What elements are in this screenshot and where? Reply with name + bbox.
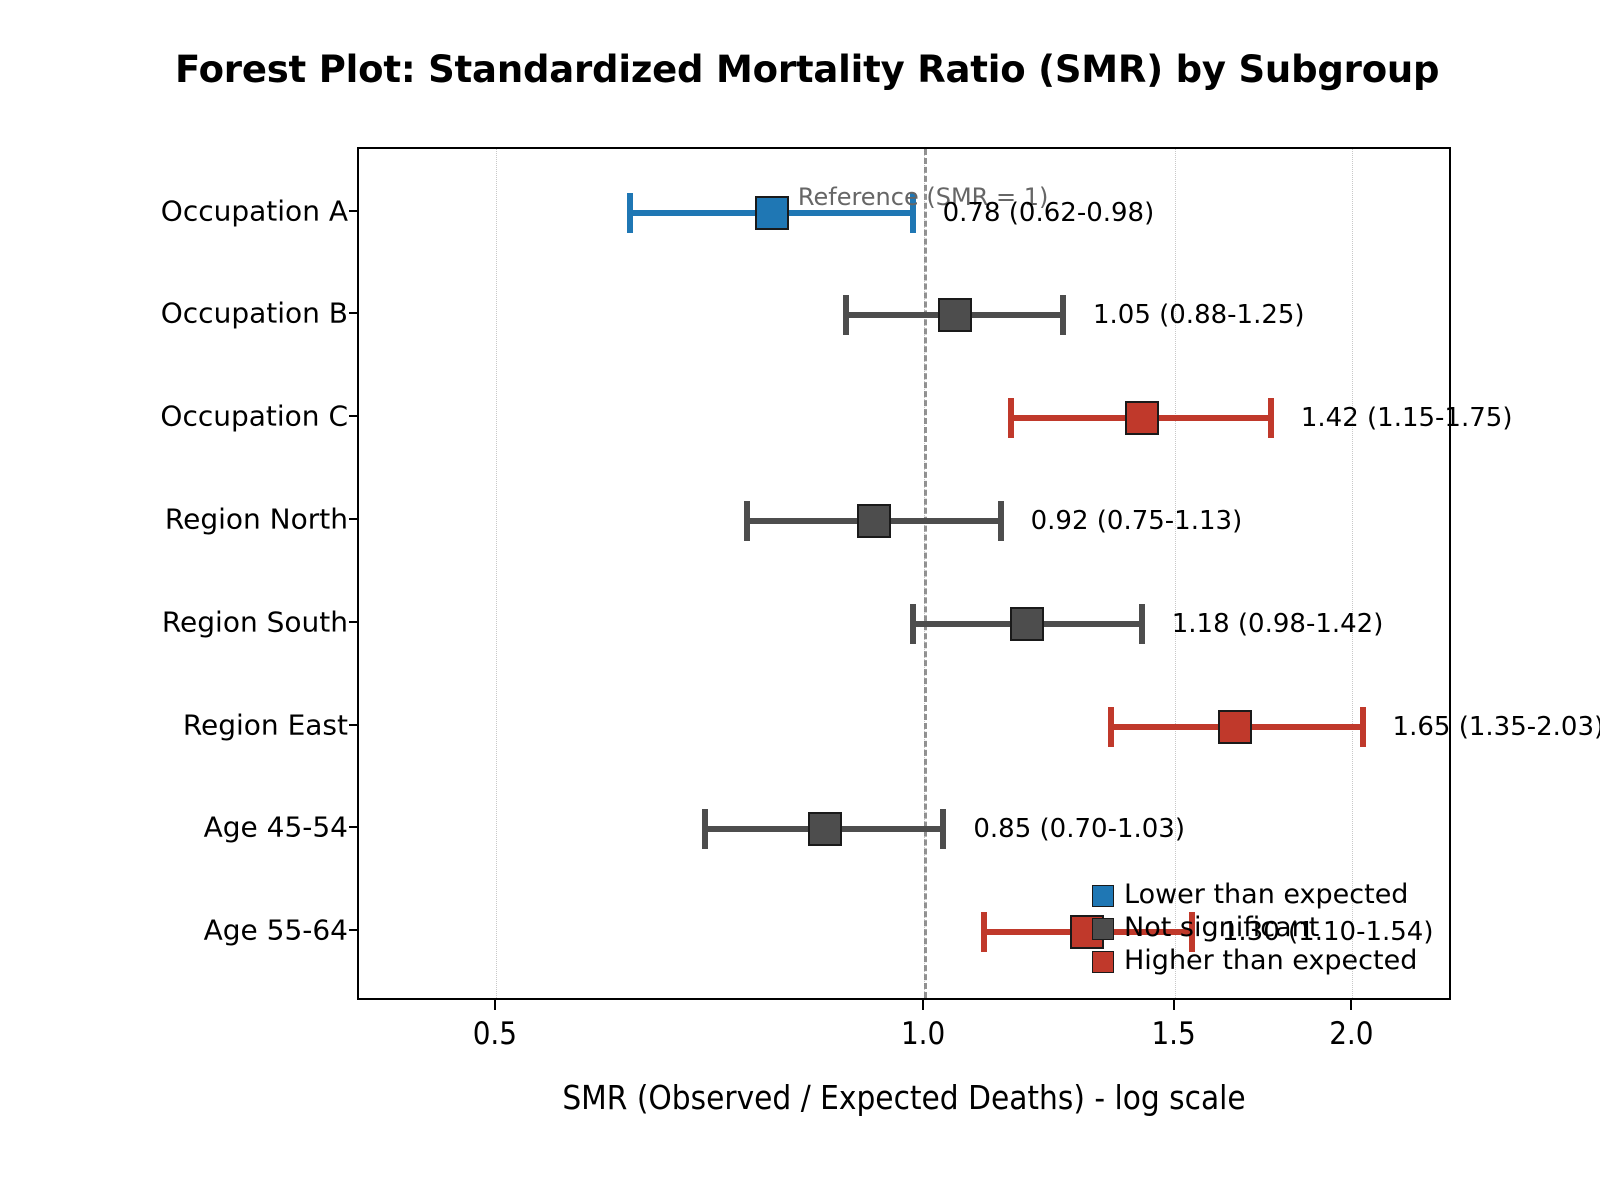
value-label: 0.78 (0.62-0.98) xyxy=(942,197,1155,228)
value-label: 1.05 (0.88-1.25) xyxy=(1092,300,1305,331)
y-tick-label: Occupation A xyxy=(160,194,348,228)
plot-inner xyxy=(359,149,1449,998)
y-tick-label: Age 55-64 xyxy=(203,913,348,947)
value-label: 0.85 (0.70-1.03) xyxy=(973,814,1185,845)
ci-cap-upper xyxy=(997,501,1004,542)
ci-cap-lower xyxy=(1008,398,1015,439)
point-marker xyxy=(938,298,973,333)
x-tick-mark xyxy=(1172,1000,1175,1010)
reference-annotation: Reference (SMR = 1) xyxy=(797,183,1049,211)
y-tick-mark xyxy=(349,826,358,829)
legend-swatch-icon xyxy=(1092,951,1114,973)
value-label: 1.18 (0.98-1.42) xyxy=(1171,608,1384,639)
ci-cap-upper xyxy=(1138,603,1145,644)
y-tick-label: Occupation B xyxy=(160,296,348,330)
y-tick-mark xyxy=(349,209,358,212)
ci-cap-lower xyxy=(1107,706,1114,747)
value-label: 1.30 (1.10-1.54) xyxy=(1221,917,1434,948)
ci-cap-upper xyxy=(1059,295,1066,336)
legend-swatch-icon xyxy=(1092,918,1114,940)
point-marker xyxy=(1217,709,1252,744)
ci-cap-lower xyxy=(744,501,751,542)
y-tick-label: Region South xyxy=(161,605,348,639)
y-tick-label: Region East xyxy=(182,708,348,742)
y-tick-mark xyxy=(349,312,358,315)
legend-label: Not significant xyxy=(1124,912,1320,943)
y-tick-mark xyxy=(349,518,358,521)
ci-cap-upper xyxy=(1359,706,1366,747)
x-tick-mark xyxy=(922,1000,925,1010)
legend-swatch-icon xyxy=(1092,885,1114,907)
point-marker xyxy=(754,195,789,230)
y-tick-label: Occupation C xyxy=(160,399,348,433)
y-tick-label: Region North xyxy=(164,502,348,536)
ci-cap-upper xyxy=(1267,398,1274,439)
ci-cap-upper xyxy=(909,192,916,233)
ci-cap-upper xyxy=(940,809,947,850)
y-tick-mark xyxy=(349,723,358,726)
value-label: 1.65 (1.35-2.03) xyxy=(1392,711,1600,742)
y-tick-mark xyxy=(349,929,358,932)
ci-cap-lower xyxy=(909,603,916,644)
ci-cap-lower xyxy=(701,809,708,850)
x-tick-label: 1.5 xyxy=(1151,1016,1196,1052)
point-marker xyxy=(1124,401,1159,436)
ci-cap-upper xyxy=(1188,912,1195,953)
x-tick-mark xyxy=(493,1000,496,1010)
reference-line xyxy=(924,149,928,998)
plot-area xyxy=(357,147,1451,1000)
ci-cap-lower xyxy=(626,192,633,233)
x-tick-mark xyxy=(1350,1000,1353,1010)
x-tick-label: 0.5 xyxy=(472,1016,518,1052)
ci-cap-lower xyxy=(981,912,987,953)
x-axis-title: SMR (Observed / Expected Deaths) - log s… xyxy=(562,1078,1246,1117)
y-tick-mark xyxy=(349,620,358,623)
value-label: 1.42 (1.15-1.75) xyxy=(1300,403,1513,434)
point-marker xyxy=(1010,606,1045,641)
page-title: Forest Plot: Standardized Mortality Rati… xyxy=(175,48,1440,91)
gridline-x-0_5 xyxy=(495,149,497,998)
ci-cap-lower xyxy=(843,295,850,336)
gridline-x-1_5 xyxy=(1174,149,1176,998)
point-marker xyxy=(807,812,842,847)
point-marker xyxy=(856,504,891,539)
y-tick-label: Age 45-54 xyxy=(203,810,348,844)
gridline-x-2 xyxy=(1352,149,1354,998)
x-tick-label: 1.0 xyxy=(900,1016,946,1052)
legend-label: Lower than expected xyxy=(1124,879,1409,910)
y-tick-mark xyxy=(349,415,358,418)
x-tick-label: 2.0 xyxy=(1329,1016,1374,1052)
value-label: 0.92 (0.75-1.13) xyxy=(1030,506,1243,537)
legend-label: Higher than expected xyxy=(1124,945,1418,976)
